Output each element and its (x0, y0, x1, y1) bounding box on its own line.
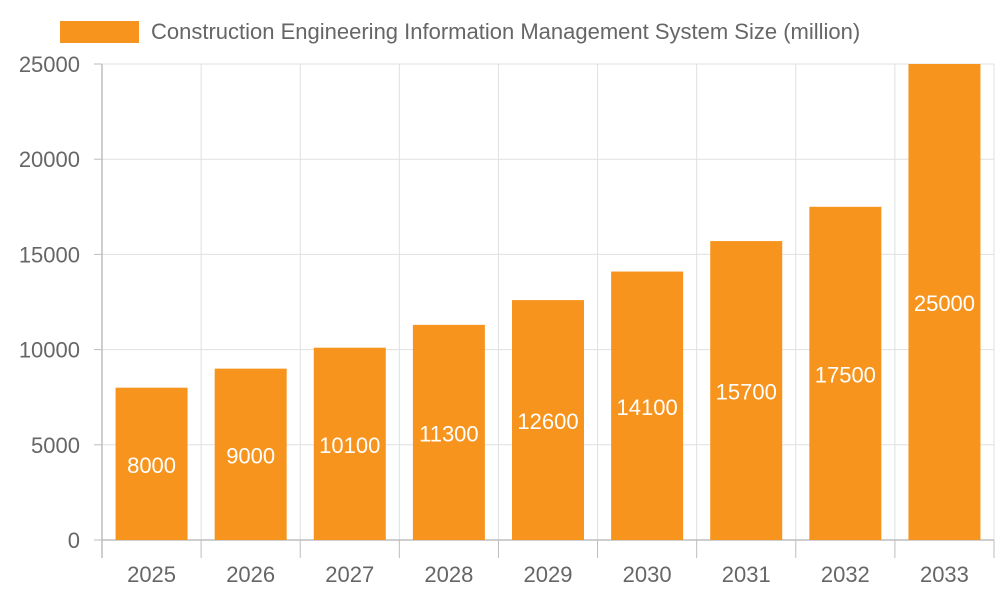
data-label-2031: 15700 (716, 380, 777, 405)
bar-2032[interactable] (809, 206, 882, 541)
legend-label[interactable]: Construction Engineering Information Man… (151, 19, 860, 44)
data-label-2026: 9000 (226, 443, 275, 468)
x-tick-label: 2033 (920, 562, 969, 587)
bar-2033[interactable] (908, 64, 981, 540)
x-tick-label: 2026 (226, 562, 275, 587)
data-label-2033: 25000 (914, 291, 975, 316)
legend-swatch[interactable] (60, 21, 139, 43)
x-tick-label: 2029 (524, 562, 573, 587)
y-tick-label: 15000 (19, 242, 80, 267)
data-labels: 8000 9000 10100 11300 12600 14100 15700 17500 25… (127, 291, 975, 478)
bar-2028[interactable] (412, 324, 485, 540)
bar-2030[interactable] (611, 271, 684, 540)
y-tick-label: 10000 (19, 338, 80, 363)
legend[interactable]: Construction Engineering Information Man… (60, 19, 860, 44)
data-label-2025: 8000 (127, 453, 176, 478)
x-tick-label: 2028 (424, 562, 473, 587)
data-label-2028: 11300 (419, 421, 479, 446)
data-label-2027: 10100 (319, 433, 380, 458)
bar-2027[interactable] (313, 347, 386, 540)
bar-2031[interactable] (710, 241, 783, 540)
x-tick-label: 2030 (623, 562, 672, 587)
gridlines (102, 63, 995, 540)
x-tick-label: 2032 (821, 562, 870, 587)
y-tick-label: 0 (68, 528, 80, 553)
x-tick-label: 2031 (722, 562, 771, 587)
bar-2029[interactable] (512, 300, 584, 540)
y-tick-label: 25000 (19, 52, 80, 77)
bar-2025[interactable] (115, 387, 188, 540)
y-tick-label: 5000 (31, 433, 80, 458)
x-tick-label: 2027 (325, 562, 374, 587)
y-tick-label: 20000 (19, 147, 80, 172)
data-label-2032: 17500 (815, 362, 876, 387)
bar-2026[interactable] (214, 368, 287, 540)
x-tick-label: 2025 (127, 562, 176, 587)
data-label-2030: 14100 (617, 395, 678, 420)
bars (115, 64, 981, 541)
data-label-2029: 12600 (517, 409, 578, 434)
